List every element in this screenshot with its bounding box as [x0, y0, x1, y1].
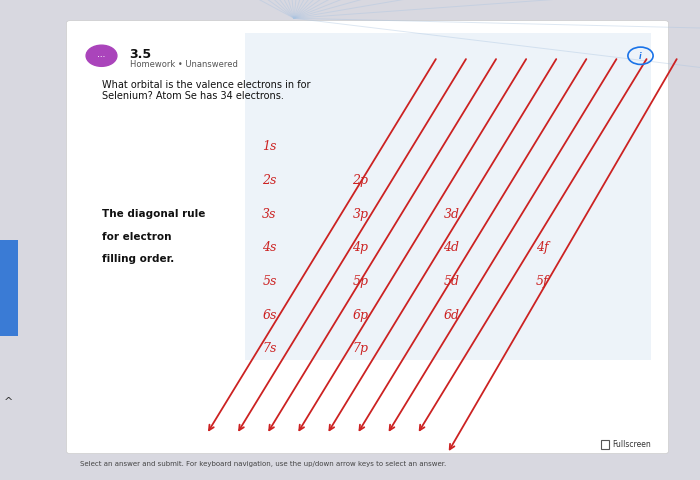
- Text: 2s: 2s: [262, 173, 276, 187]
- Text: Fullscreen: Fullscreen: [612, 440, 651, 448]
- Text: i: i: [639, 52, 642, 61]
- Text: 1s: 1s: [262, 140, 276, 153]
- Text: ⋯: ⋯: [97, 52, 106, 61]
- Text: Select an answer and submit. For keyboard navigation, use the up/down arrow keys: Select an answer and submit. For keyboar…: [80, 460, 447, 466]
- Text: 4s: 4s: [262, 240, 276, 254]
- Bar: [0, 240, 18, 336]
- Text: 7p: 7p: [353, 341, 368, 355]
- Text: 3p: 3p: [353, 207, 368, 220]
- Text: What orbital is the valence electrons in for: What orbital is the valence electrons in…: [102, 80, 310, 89]
- Text: 3.5: 3.5: [130, 48, 152, 61]
- Text: Selenium? Atom Se has 34 electrons.: Selenium? Atom Se has 34 electrons.: [102, 91, 284, 101]
- FancyBboxPatch shape: [66, 22, 668, 454]
- Text: The diagonal rule: The diagonal rule: [102, 209, 205, 218]
- Text: 7s: 7s: [262, 341, 276, 355]
- Text: 4d: 4d: [444, 240, 459, 254]
- Circle shape: [86, 46, 117, 67]
- Text: 6s: 6s: [262, 308, 276, 321]
- Text: 5p: 5p: [353, 274, 368, 288]
- Text: 2p: 2p: [353, 173, 368, 187]
- Text: ^: ^: [4, 396, 13, 406]
- Text: 5d: 5d: [444, 274, 459, 288]
- Text: Homework • Unanswered: Homework • Unanswered: [130, 60, 237, 69]
- Bar: [245, 34, 651, 360]
- Text: 5f: 5f: [536, 274, 549, 288]
- Text: for electron: for electron: [102, 231, 171, 241]
- Text: filling order.: filling order.: [102, 254, 174, 264]
- Text: 4f: 4f: [536, 240, 549, 254]
- Text: 6p: 6p: [353, 308, 368, 321]
- Text: 3s: 3s: [262, 207, 276, 220]
- Text: 6d: 6d: [444, 308, 459, 321]
- Text: 3d: 3d: [444, 207, 459, 220]
- Text: 5s: 5s: [262, 274, 276, 288]
- Text: 4p: 4p: [353, 240, 368, 254]
